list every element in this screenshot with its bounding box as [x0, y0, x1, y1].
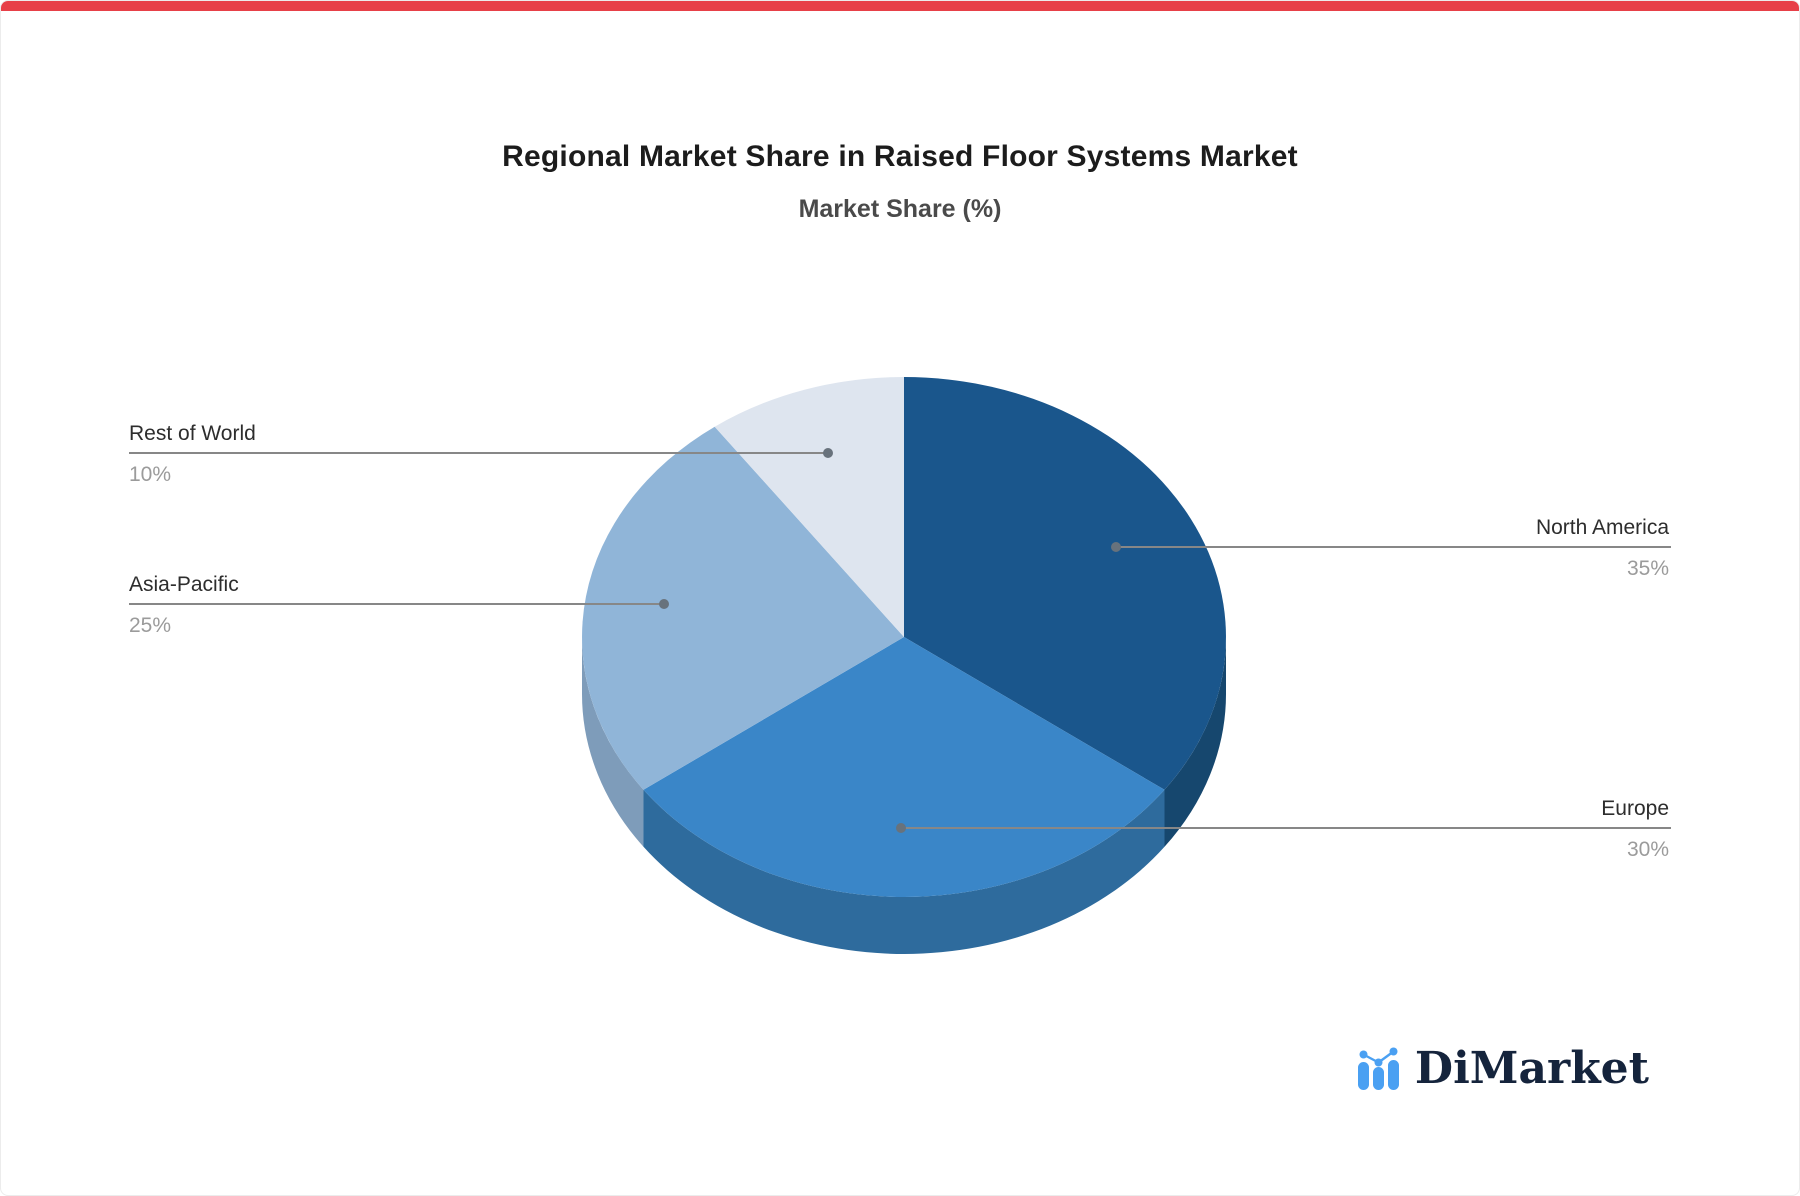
pie-slice-europe — [643, 637, 1165, 897]
callout-north-america: North America — [1269, 516, 1669, 540]
slice-label: North America — [1535, 516, 1669, 539]
slice-percentage: 30% — [1626, 838, 1669, 861]
callout-north-america-pct: 35% — [1269, 557, 1669, 581]
slice-percentage: 10% — [129, 463, 172, 486]
callout-asia-pacific: Asia-Pacific — [129, 573, 239, 597]
dimarket-logo: DiMarket — [1357, 1041, 1649, 1091]
leader-dot-north-america — [1111, 542, 1121, 552]
pie-slice-north-america — [904, 377, 1226, 790]
chart-subtitle: Market Share (%) — [798, 195, 1002, 223]
pie-slice-rest-of-world — [714, 377, 904, 637]
callout-europe-pct: 30% — [1269, 838, 1669, 862]
pie-slice-asia-pacific — [582, 426, 904, 790]
leader-dot-europe — [896, 823, 906, 833]
slice-label: Asia-Pacific — [129, 573, 239, 596]
logo-text: DiMarket — [1414, 1043, 1649, 1094]
callout-europe: Europe — [1269, 797, 1669, 821]
slice-label: Rest of World — [129, 422, 256, 445]
pie-slice-side-asia-pacific — [582, 637, 644, 847]
bar-line-chart-icon — [1357, 1047, 1399, 1090]
top-accent-bar — [1, 1, 1799, 11]
pie-slice-side-europe — [643, 789, 1165, 954]
slice-percentage: 25% — [129, 614, 172, 637]
pie-slices — [582, 377, 1226, 954]
callout-rest-of-world: Rest of World — [129, 422, 256, 446]
pie-slice-side-north-america — [1164, 637, 1226, 847]
slice-percentage: 35% — [1626, 557, 1669, 580]
callout-lines — [129, 448, 1671, 833]
leader-dot-asia-pacific — [659, 599, 669, 609]
slice-label: Europe — [1601, 797, 1669, 820]
callout-rest-of-world-pct: 10% — [129, 463, 171, 487]
callout-asia-pacific-pct: 25% — [129, 614, 171, 638]
leader-dot-rest-of-world — [823, 448, 833, 458]
chart-title: Regional Market Share in Raised Floor Sy… — [502, 140, 1298, 173]
